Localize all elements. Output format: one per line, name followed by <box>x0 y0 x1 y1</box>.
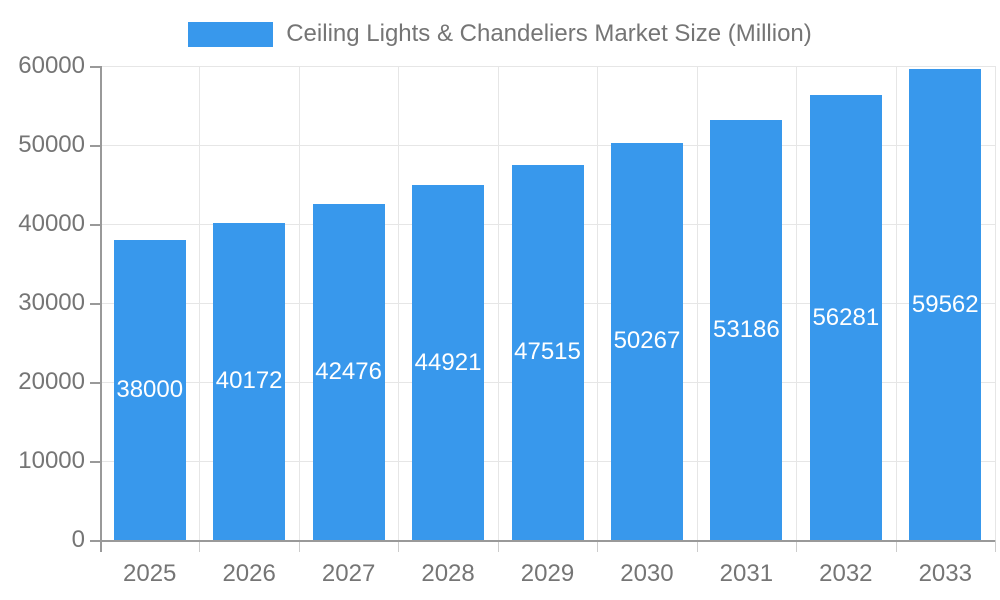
gridline-vertical <box>199 66 201 540</box>
y-axis-tick <box>90 66 100 68</box>
gridline-vertical <box>497 66 499 540</box>
gridline-horizontal <box>100 66 995 67</box>
x-axis-tick <box>398 540 400 552</box>
bar-2025 <box>113 239 186 540</box>
bar-2027 <box>312 204 385 540</box>
bar-value-label: 44921 <box>414 348 482 376</box>
gridline-vertical <box>895 66 897 540</box>
x-axis-tick-label: 2026 <box>222 560 276 587</box>
bar-2031 <box>710 119 783 540</box>
x-axis-tick-label: 2031 <box>719 560 774 587</box>
x-axis-tick <box>497 540 499 552</box>
bar-2032 <box>809 95 882 540</box>
bar-value-label: 42476 <box>315 358 382 386</box>
x-axis-tick <box>597 540 599 552</box>
x-axis-tick <box>696 540 698 552</box>
x-axis-tick <box>895 540 897 552</box>
bar-2033 <box>909 69 982 540</box>
bar-value-label: 56281 <box>812 303 880 331</box>
bar-2030 <box>610 142 683 540</box>
y-axis-tick <box>90 461 100 463</box>
x-axis-tick <box>796 540 798 552</box>
gridline-vertical <box>696 66 698 540</box>
gridline-horizontal <box>100 145 995 146</box>
y-axis-tick-label: 0 <box>71 526 85 553</box>
x-axis-tick <box>199 540 201 552</box>
y-axis-tick <box>90 145 100 147</box>
y-axis-line <box>100 66 102 552</box>
legend-swatch <box>188 21 274 47</box>
bar-value-label: 53186 <box>713 315 780 343</box>
y-axis-tick <box>90 224 100 226</box>
x-axis-line <box>100 540 995 542</box>
x-axis-tick-label: 2029 <box>520 560 575 587</box>
bar-value-label: 40172 <box>215 367 283 395</box>
y-axis-tick-label: 30000 <box>18 289 85 316</box>
y-axis-tick-label: 40000 <box>18 210 85 237</box>
bar-value-label: 47515 <box>514 338 581 366</box>
y-axis-tick <box>90 382 100 384</box>
gridline-vertical <box>398 66 400 540</box>
x-axis-tick-label: 2025 <box>123 560 177 587</box>
y-axis-tick-label: 50000 <box>18 131 85 158</box>
bar-2028 <box>412 185 485 540</box>
gridline-vertical <box>995 66 996 540</box>
bar-2026 <box>213 222 286 540</box>
x-axis-tick <box>298 540 300 552</box>
gridline-vertical <box>597 66 599 540</box>
bar-2029 <box>511 164 584 540</box>
bar-value-label: 50267 <box>613 327 681 355</box>
x-axis-tick-label: 2032 <box>819 560 873 587</box>
x-axis-tick-label: 2027 <box>321 560 376 587</box>
bar-value-label: 59562 <box>911 290 979 318</box>
gridline-vertical <box>298 66 300 540</box>
chart-legend[interactable]: Ceiling Lights & Chandeliers Market Size… <box>0 20 1000 48</box>
y-axis-tick-label: 20000 <box>18 368 85 395</box>
y-axis-tick <box>90 303 100 305</box>
x-axis-tick-label: 2030 <box>620 560 674 587</box>
legend-label: Ceiling Lights & Chandeliers Market Size… <box>286 20 812 47</box>
y-axis-tick-label: 10000 <box>18 447 85 474</box>
x-axis-tick <box>995 540 996 552</box>
y-axis-tick-label: 60000 <box>18 52 85 79</box>
bar-value-label: 38000 <box>116 375 184 403</box>
y-axis-tick <box>90 540 100 542</box>
gridline-vertical <box>796 66 798 540</box>
x-axis-tick-label: 2033 <box>918 560 972 587</box>
x-axis-tick-label: 2028 <box>421 560 475 587</box>
